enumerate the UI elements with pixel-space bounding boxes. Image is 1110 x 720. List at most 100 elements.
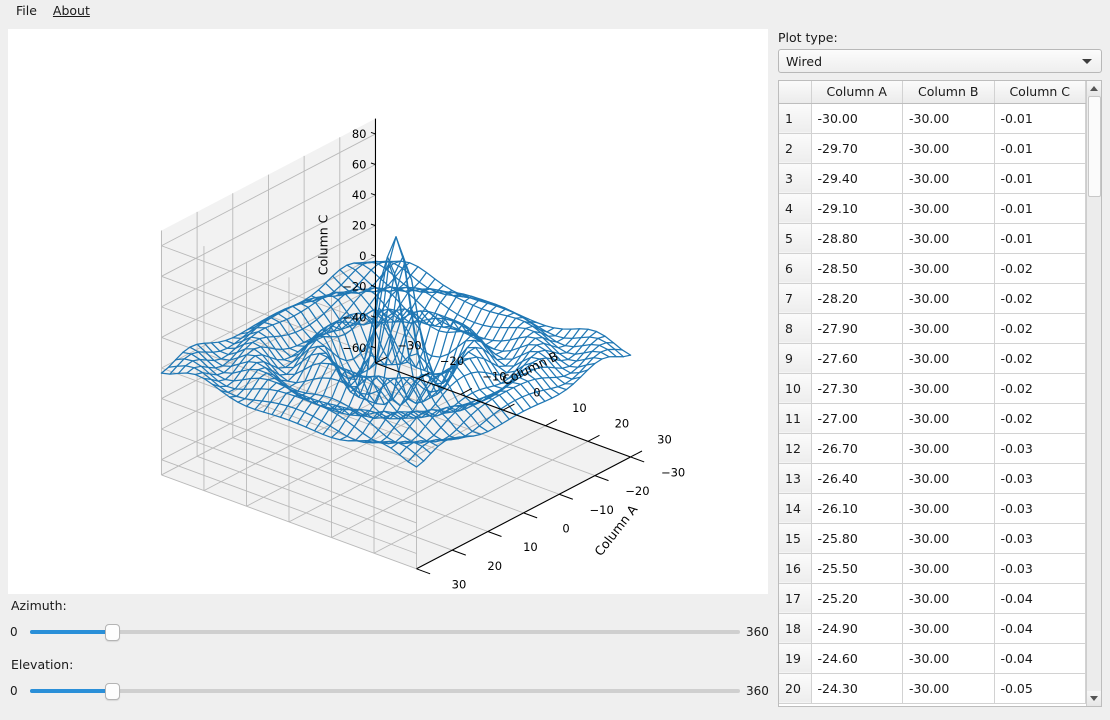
cell-column-a[interactable]: -24.90 <box>811 613 903 644</box>
azimuth-slider-row[interactable]: 0 360 <box>0 622 770 642</box>
cell-column-b[interactable]: -30.00 <box>902 493 995 524</box>
cell-column-b[interactable]: -30.00 <box>902 583 995 614</box>
table-row[interactable]: 4 -29.10 -30.00 -0.01 <box>779 193 1086 224</box>
cell-column-b[interactable]: -30.00 <box>902 433 995 464</box>
table-row[interactable]: 16 -25.50 -30.00 -0.03 <box>779 553 1086 584</box>
table-row[interactable]: 9 -27.60 -30.00 -0.02 <box>779 343 1086 374</box>
cell-column-c[interactable]: -0.02 <box>994 283 1086 314</box>
row-number-cell[interactable]: 7 <box>779 283 812 314</box>
table-row[interactable]: 2 -29.70 -30.00 -0.01 <box>779 133 1086 164</box>
table-row[interactable]: 19 -24.60 -30.00 -0.04 <box>779 643 1086 674</box>
cell-column-b[interactable]: -30.00 <box>902 283 995 314</box>
row-number-cell[interactable]: 4 <box>779 193 812 224</box>
cell-column-c[interactable]: -0.02 <box>994 253 1086 284</box>
elevation-slider-row[interactable]: 0 360 <box>0 681 770 701</box>
cell-column-a[interactable]: -30.00 <box>811 103 903 134</box>
cell-column-a[interactable]: -24.60 <box>811 643 903 674</box>
cell-column-c[interactable]: -0.04 <box>994 613 1086 644</box>
cell-column-b[interactable]: -30.00 <box>902 553 995 584</box>
cell-column-b[interactable]: -30.00 <box>902 253 995 284</box>
table-row[interactable]: 20 -24.30 -30.00 -0.05 <box>779 673 1086 704</box>
cell-column-a[interactable]: -24.30 <box>811 673 903 704</box>
cell-column-c[interactable]: -0.02 <box>994 313 1086 344</box>
cell-column-b[interactable]: -30.00 <box>902 313 995 344</box>
table-corner-header[interactable] <box>779 81 812 104</box>
cell-column-a[interactable]: -27.30 <box>811 373 903 404</box>
cell-column-c[interactable]: -0.05 <box>994 673 1086 704</box>
row-number-cell[interactable]: 2 <box>779 133 812 164</box>
cell-column-c[interactable]: -0.02 <box>994 403 1086 434</box>
cell-column-a[interactable]: -29.10 <box>811 193 903 224</box>
table-row[interactable]: 11 -27.00 -30.00 -0.02 <box>779 403 1086 434</box>
scroll-down-button[interactable] <box>1087 691 1101 706</box>
table-row[interactable]: 14 -26.10 -30.00 -0.03 <box>779 493 1086 524</box>
cell-column-a[interactable]: -28.50 <box>811 253 903 284</box>
cell-column-b[interactable]: -30.00 <box>902 223 995 254</box>
cell-column-a[interactable]: -27.90 <box>811 313 903 344</box>
cell-column-b[interactable]: -30.00 <box>902 163 995 194</box>
elevation-slider-handle[interactable] <box>105 683 120 700</box>
cell-column-a[interactable]: -25.80 <box>811 523 903 554</box>
row-number-cell[interactable]: 14 <box>779 493 812 524</box>
scrollbar-thumb[interactable] <box>1088 96 1101 198</box>
row-number-cell[interactable]: 6 <box>779 253 812 284</box>
cell-column-b[interactable]: -30.00 <box>902 673 995 704</box>
table-row[interactable]: 17 -25.20 -30.00 -0.04 <box>779 583 1086 614</box>
azimuth-slider-handle[interactable] <box>105 624 120 641</box>
cell-column-c[interactable]: -0.01 <box>994 223 1086 254</box>
cell-column-b[interactable]: -30.00 <box>902 193 995 224</box>
cell-column-b[interactable]: -30.00 <box>902 643 995 674</box>
azimuth-slider-track[interactable] <box>30 622 740 642</box>
cell-column-b[interactable]: -30.00 <box>902 613 995 644</box>
menu-item-about[interactable]: About <box>45 1 98 20</box>
cell-column-c[interactable]: -0.02 <box>994 343 1086 374</box>
cell-column-b[interactable]: -30.00 <box>902 403 995 434</box>
cell-column-a[interactable]: -29.70 <box>811 133 903 164</box>
row-number-cell[interactable]: 11 <box>779 403 812 434</box>
cell-column-a[interactable]: -27.60 <box>811 343 903 374</box>
row-number-cell[interactable]: 16 <box>779 553 812 584</box>
table-row[interactable]: 3 -29.40 -30.00 -0.01 <box>779 163 1086 194</box>
cell-column-c[interactable]: -0.03 <box>994 463 1086 494</box>
menu-item-file[interactable]: File <box>8 1 45 20</box>
cell-column-a[interactable]: -29.40 <box>811 163 903 194</box>
cell-column-c[interactable]: -0.03 <box>994 553 1086 584</box>
cell-column-a[interactable]: -28.20 <box>811 283 903 314</box>
scroll-up-button[interactable] <box>1087 81 1101 96</box>
plot-type-select[interactable]: Wired <box>778 49 1102 73</box>
column-header-c[interactable]: Column C <box>994 81 1086 104</box>
row-number-cell[interactable]: 15 <box>779 523 812 554</box>
row-number-cell[interactable]: 8 <box>779 313 812 344</box>
row-number-cell[interactable]: 12 <box>779 433 812 464</box>
row-number-cell[interactable]: 17 <box>779 583 812 614</box>
cell-column-a[interactable]: -25.20 <box>811 583 903 614</box>
row-number-cell[interactable]: 1 <box>779 103 812 134</box>
column-header-a[interactable]: Column A <box>811 81 903 104</box>
table-row[interactable]: 8 -27.90 -30.00 -0.02 <box>779 313 1086 344</box>
cell-column-c[interactable]: -0.03 <box>994 493 1086 524</box>
cell-column-c[interactable]: -0.01 <box>994 103 1086 134</box>
cell-column-b[interactable]: -30.00 <box>902 523 995 554</box>
cell-column-b[interactable]: -30.00 <box>902 103 995 134</box>
cell-column-c[interactable]: -0.04 <box>994 583 1086 614</box>
table-row[interactable]: 15 -25.80 -30.00 -0.03 <box>779 523 1086 554</box>
cell-column-c[interactable]: -0.01 <box>994 193 1086 224</box>
row-number-cell[interactable]: 20 <box>779 673 812 704</box>
cell-column-a[interactable]: -26.40 <box>811 463 903 494</box>
cell-column-b[interactable]: -30.00 <box>902 343 995 374</box>
table-row[interactable]: 6 -28.50 -30.00 -0.02 <box>779 253 1086 284</box>
cell-column-c[interactable]: -0.01 <box>994 133 1086 164</box>
cell-column-a[interactable]: -26.70 <box>811 433 903 464</box>
table-row[interactable]: 12 -26.70 -30.00 -0.03 <box>779 433 1086 464</box>
plot-canvas[interactable]: −60 −40 −20 0 20 40 60 80 −30 −20 −10 0 10 20 30 30 20 10… <box>8 29 768 594</box>
cell-column-c[interactable]: -0.02 <box>994 373 1086 404</box>
cell-column-c[interactable]: -0.01 <box>994 163 1086 194</box>
cell-column-c[interactable]: -0.03 <box>994 523 1086 554</box>
row-number-cell[interactable]: 18 <box>779 613 812 644</box>
table-row[interactable]: 13 -26.40 -30.00 -0.03 <box>779 463 1086 494</box>
cell-column-c[interactable]: -0.04 <box>994 643 1086 674</box>
cell-column-c[interactable]: -0.03 <box>994 433 1086 464</box>
table-row[interactable]: 18 -24.90 -30.00 -0.04 <box>779 613 1086 644</box>
table-row[interactable]: 1 -30.00 -30.00 -0.01 <box>779 103 1086 134</box>
row-number-cell[interactable]: 10 <box>779 373 812 404</box>
